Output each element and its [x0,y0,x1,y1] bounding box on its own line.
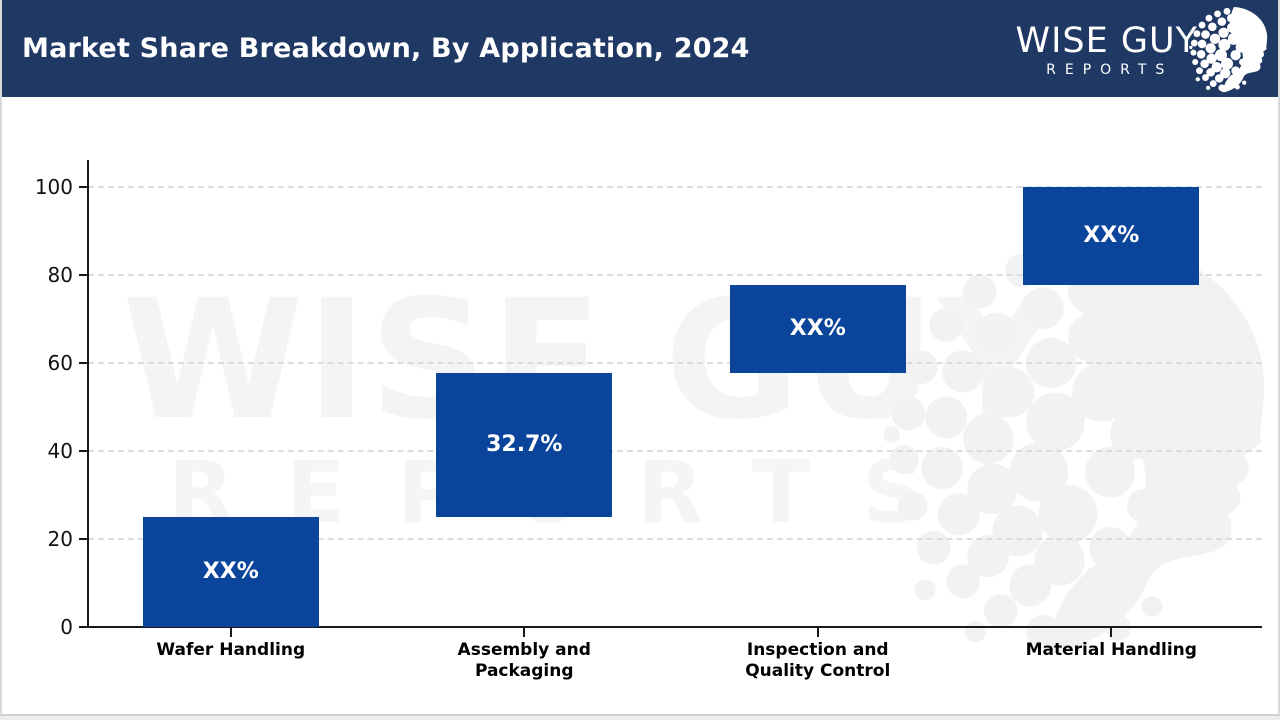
x-axis-category-line: Wafer Handling [156,640,306,660]
footer-strip [0,714,1280,720]
y-axis-tick-label: 0 [60,615,73,639]
bar-value-label: XX% [789,316,846,342]
y-axis-tick [79,450,88,452]
y-axis-tick [79,362,88,364]
logo-head-icon [1184,7,1270,93]
header-bar: Market Share Breakdown, By Application, … [0,0,1280,97]
y-axis-tick [79,538,88,540]
bar-value-label: XX% [1083,223,1140,249]
bar [729,285,906,374]
x-axis-tick [1110,628,1113,637]
bar-value-label: XX% [202,559,259,584]
x-axis-category-line: Packaging [474,661,574,681]
logo-wordmark: WISE GUY [1015,20,1198,61]
logo-text: WISE GUY REPORTS [1015,23,1198,78]
gridline [88,186,1262,188]
gridline [88,538,1262,540]
x-axis-tick [523,628,526,637]
x-axis-line [87,626,1262,628]
x-axis-tick [229,628,232,637]
wise-guy-logo: WISE GUY REPORTS [1008,6,1270,94]
bar [436,373,613,517]
x-axis-category-label: Assembly and Packaging [384,640,664,682]
x-axis-category-line: Inspection and [746,640,889,660]
x-axis-category-line: Assembly and [457,640,591,660]
x-axis-category-label: Inspection and Quality Control [678,640,958,682]
y-axis-tick-label: 60 [47,351,73,375]
gridline [88,450,1262,452]
bar-value-label: 32.7% [486,432,563,458]
y-axis-tick [79,274,88,276]
gridline [88,274,1262,276]
y-axis-tick-label: 40 [47,439,73,463]
bar [142,517,319,627]
y-axis-tick-label: 80 [47,263,73,287]
y-axis-tick [79,626,88,628]
x-axis-category-label: Wafer Handling [91,640,371,661]
y-axis-tick-label: 100 [34,175,73,199]
x-axis-category-label: Material Handling [971,640,1251,661]
x-axis-category-line: Material Handling [1025,640,1197,660]
logo-subtitle: REPORTS [1046,61,1174,78]
y-axis-tick [79,186,88,188]
y-axis-tick-label: 20 [47,527,73,551]
x-axis-tick [816,628,819,637]
gridline [88,362,1262,364]
page-title: Market Share Breakdown, By Application, … [22,33,750,64]
y-axis-line [87,160,89,628]
x-axis-category-line: Quality Control [745,661,891,681]
